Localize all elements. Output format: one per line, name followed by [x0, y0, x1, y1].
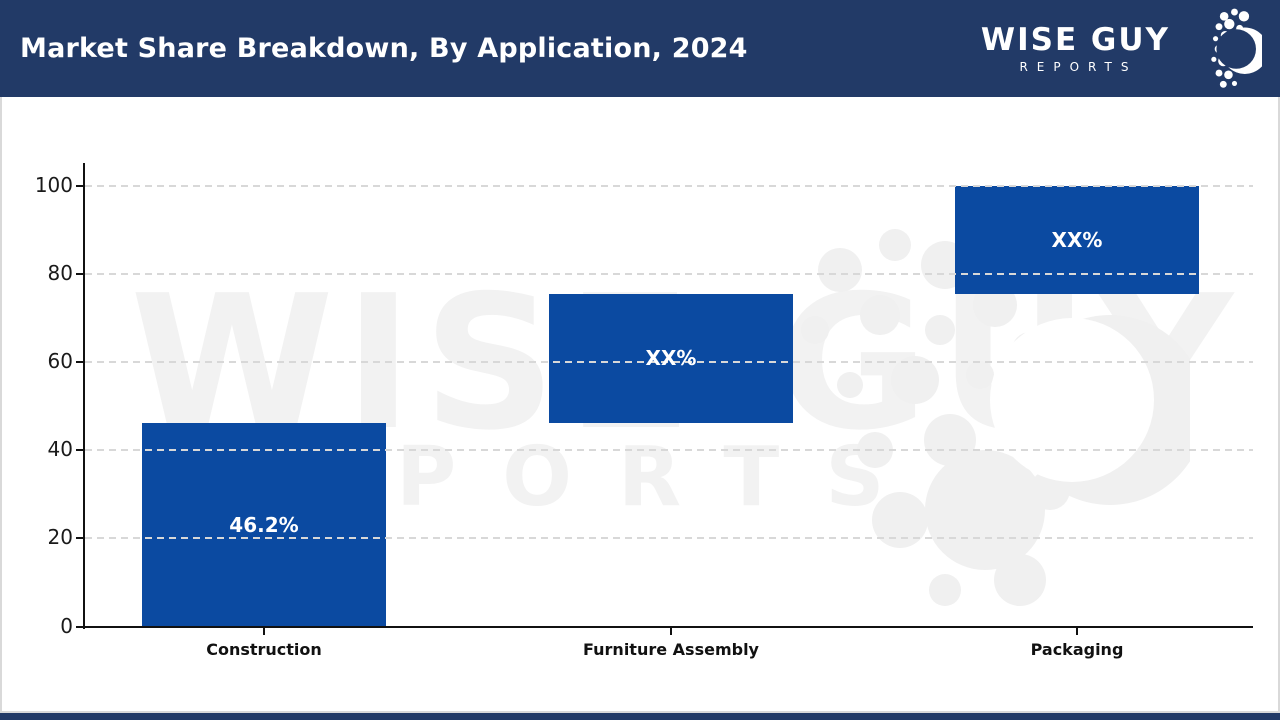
market-share-bar: [142, 422, 386, 627]
gridline: [85, 449, 1253, 452]
bar-value-label: XX%: [1051, 227, 1103, 252]
gridline: [85, 273, 1253, 276]
wise-guy-reports-logo: WISE GUY REPORTS: [981, 6, 1280, 92]
y-tick-label: 100: [34, 173, 73, 197]
gridline: [85, 185, 1253, 187]
left-border: [0, 97, 2, 713]
market-share-bar: [549, 293, 793, 423]
x-tick-label: Construction: [206, 639, 322, 659]
x-tick-mark: [263, 626, 265, 635]
logo-text: WISE GUY REPORTS: [980, 21, 1170, 74]
footer-band: [0, 713, 1280, 720]
y-tick-mark: [76, 625, 85, 628]
y-tick-mark: [76, 273, 85, 276]
y-tick-mark: [76, 185, 85, 187]
x-tick-mark: [1076, 626, 1078, 635]
bar-value-label: XX%: [645, 346, 697, 371]
y-tick-mark: [76, 449, 85, 452]
y-tick-label: 0: [60, 613, 73, 638]
gridline: [85, 361, 1253, 364]
market-share-bar: [955, 186, 1199, 294]
x-tick-label: Furniture Assembly: [583, 639, 759, 659]
y-tick-label: 20: [47, 525, 73, 550]
x-tick-mark: [670, 626, 672, 635]
y-axis-spine: [83, 163, 85, 629]
y-tick-label: 80: [47, 261, 73, 286]
bar-value-label: 46.2%: [229, 512, 299, 537]
footer-hairline: [0, 711, 1280, 713]
right-border: [1278, 97, 1280, 713]
gridline: [85, 537, 1253, 540]
y-tick-label: 40: [47, 437, 73, 462]
logo-subtitle: REPORTS: [1019, 59, 1138, 74]
y-tick-mark: [76, 537, 85, 540]
chart-title: Market Share Breakdown, By Application, …: [20, 33, 748, 64]
x-tick-label: Packaging: [1030, 639, 1124, 659]
header-band: Market Share Breakdown, By Application, …: [0, 0, 1280, 97]
logo-wordmark: WISE GUY: [980, 21, 1170, 58]
x-axis-spine: [83, 625, 1253, 628]
y-tick-mark: [76, 361, 85, 364]
y-tick-label: 60: [47, 349, 73, 374]
dotted-face-icon: [1211, 8, 1262, 88]
